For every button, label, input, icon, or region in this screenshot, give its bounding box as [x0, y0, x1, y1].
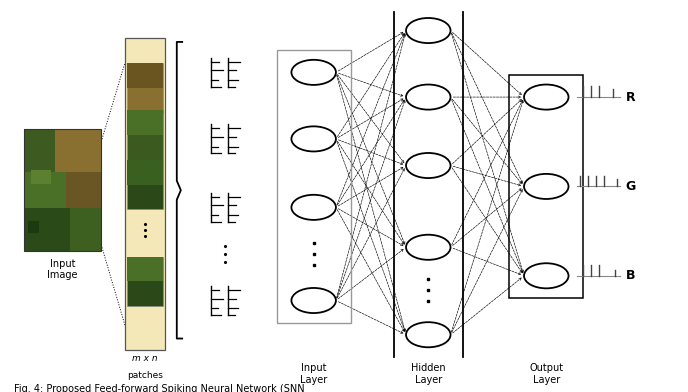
Circle shape	[524, 263, 568, 289]
Bar	[127, 110, 163, 160]
Text: Input
Layer: Input Layer	[300, 363, 327, 385]
Bar	[28, 221, 39, 233]
Bar	[127, 110, 163, 135]
Bar	[127, 257, 163, 306]
Bar	[70, 209, 101, 251]
Circle shape	[524, 174, 568, 199]
Text: Fig. 4: Proposed Feed-forward Spiking Neural Network (SNN: Fig. 4: Proposed Feed-forward Spiking Ne…	[14, 384, 304, 392]
Bar	[23, 129, 101, 251]
Bar	[23, 172, 66, 209]
Bar	[509, 75, 583, 298]
Bar	[127, 64, 163, 113]
Circle shape	[292, 288, 336, 313]
Bar	[127, 64, 163, 88]
Circle shape	[292, 126, 336, 151]
Text: Output
Layer: Output Layer	[529, 363, 563, 385]
Bar	[127, 160, 163, 209]
Circle shape	[292, 60, 336, 85]
Circle shape	[406, 18, 451, 43]
Bar	[127, 257, 163, 281]
Bar	[277, 50, 351, 323]
Text: Hidden
Layer: Hidden Layer	[411, 363, 446, 385]
Circle shape	[524, 85, 568, 110]
Bar	[127, 160, 163, 185]
Text: Input
Image: Input Image	[47, 259, 78, 280]
Bar	[66, 172, 101, 209]
Circle shape	[406, 85, 451, 110]
Bar	[125, 38, 165, 350]
Bar	[23, 209, 70, 251]
Text: R: R	[626, 91, 636, 103]
Circle shape	[406, 322, 451, 347]
Bar	[55, 129, 101, 172]
Circle shape	[406, 153, 451, 178]
Bar	[23, 129, 55, 172]
Text: B: B	[626, 269, 635, 282]
Bar	[23, 129, 101, 190]
Bar	[23, 190, 101, 251]
Text: m x n: m x n	[132, 354, 158, 363]
Circle shape	[406, 235, 451, 260]
Text: patches: patches	[127, 371, 163, 380]
Circle shape	[292, 195, 336, 220]
Text: G: G	[626, 180, 636, 193]
Bar	[32, 170, 51, 184]
